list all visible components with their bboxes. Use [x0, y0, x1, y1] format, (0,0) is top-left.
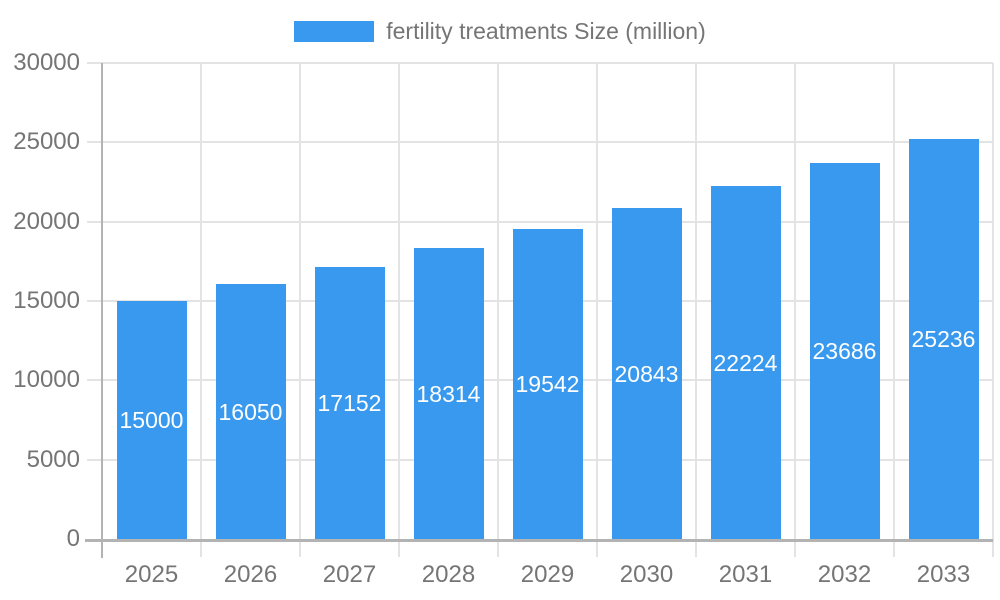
y-gridline — [87, 220, 993, 223]
x-gridline — [299, 63, 301, 539]
legend-label: fertility treatments Size (million) — [386, 18, 706, 44]
x-gridline — [497, 63, 499, 539]
y-axis-tick-label: 25000 — [13, 128, 80, 156]
y-axis-tick-label: 0 — [66, 525, 80, 552]
bar-value-label: 25236 — [911, 325, 976, 352]
x-axis-tick-label: 2025 — [124, 561, 179, 588]
bar-2030[interactable]: 20843 — [611, 208, 682, 539]
bar-value-label: 23686 — [812, 338, 877, 365]
x-axis-tick-label: 2027 — [322, 561, 377, 588]
bar-value-label: 17152 — [317, 389, 382, 416]
y-axis-tick-label: 5000 — [26, 445, 80, 473]
x-axis-tick — [200, 539, 202, 557]
y-axis-tick-label: 10000 — [13, 366, 80, 394]
x-axis-tick-label: 2031 — [718, 561, 773, 588]
bar-2026[interactable]: 16050 — [215, 284, 286, 539]
bar-value-label: 18314 — [416, 380, 481, 407]
x-gridline — [596, 63, 598, 539]
bar-value-label: 19542 — [515, 370, 580, 397]
x-axis-tick-label: 2029 — [520, 561, 575, 588]
y-gridline — [87, 141, 993, 144]
x-axis-tick-label: 2028 — [421, 561, 476, 588]
bar-2033[interactable]: 25236 — [908, 138, 979, 539]
bar-value-label: 22224 — [713, 349, 778, 376]
bar-2027[interactable]: 17152 — [314, 266, 385, 539]
x-axis-tick — [992, 539, 994, 557]
x-axis-tick-label: 2032 — [817, 561, 872, 588]
legend-item[interactable]: fertility treatments Size (million) — [294, 18, 706, 45]
chart-legend: fertility treatments Size (million) — [0, 18, 1000, 45]
x-gridline — [200, 63, 202, 539]
y-axis-line — [101, 63, 103, 558]
bar-2032[interactable]: 23686 — [809, 163, 880, 539]
bar-2031[interactable]: 22224 — [710, 186, 781, 539]
x-axis-tick — [497, 539, 499, 557]
x-axis-tick — [299, 539, 301, 557]
x-axis-tick — [398, 539, 400, 557]
x-gridline — [893, 63, 895, 539]
x-axis-tick — [695, 539, 697, 557]
bar-2025[interactable]: 15000 — [116, 301, 187, 539]
x-axis-line — [85, 539, 993, 542]
bar-2028[interactable]: 18314 — [413, 248, 484, 539]
y-axis-tick-label: 30000 — [13, 49, 80, 76]
bar-value-label: 15000 — [119, 407, 184, 433]
bar-2029[interactable]: 19542 — [512, 228, 583, 539]
x-gridline — [794, 63, 796, 539]
x-gridline — [695, 63, 697, 539]
legend-swatch — [294, 21, 375, 42]
y-axis-tick-label: 15000 — [13, 287, 80, 314]
x-axis-tick-label: 2026 — [223, 561, 278, 588]
bar-value-label: 20843 — [614, 360, 679, 387]
y-axis-tick-label: 20000 — [13, 207, 80, 235]
x-axis-tick-label: 2030 — [619, 561, 674, 588]
x-gridline — [398, 63, 400, 539]
x-axis-tick — [893, 539, 895, 557]
y-gridline — [87, 62, 993, 64]
x-axis-tick — [596, 539, 598, 557]
x-axis-tick-label: 2033 — [916, 561, 971, 588]
x-axis-tick — [794, 539, 796, 557]
x-gridline — [992, 63, 994, 539]
bar-value-label: 16050 — [218, 398, 283, 425]
